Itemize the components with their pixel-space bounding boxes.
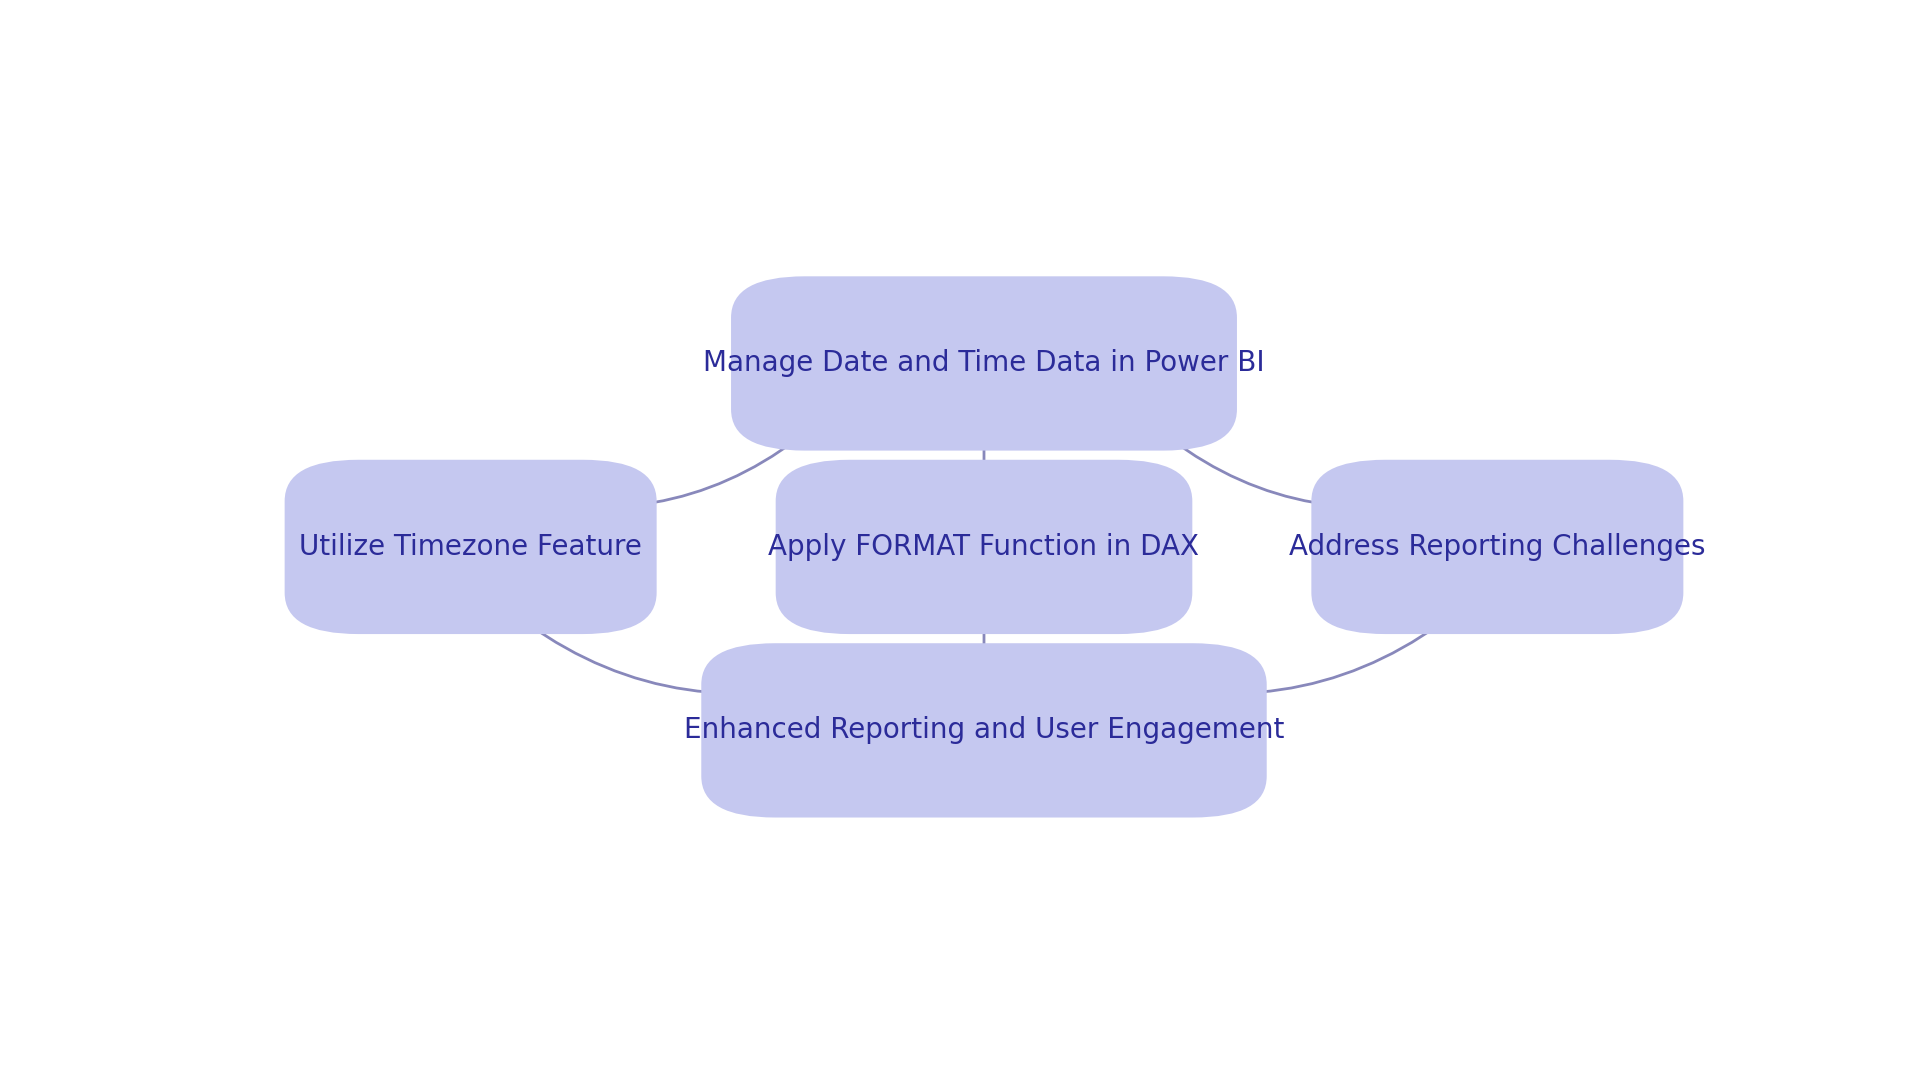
FancyBboxPatch shape — [284, 460, 657, 634]
FancyBboxPatch shape — [701, 643, 1267, 818]
FancyBboxPatch shape — [776, 460, 1192, 634]
Text: Utilize Timezone Feature: Utilize Timezone Feature — [300, 533, 641, 561]
Text: Enhanced Reporting and User Engagement: Enhanced Reporting and User Engagement — [684, 716, 1284, 744]
Text: Address Reporting Challenges: Address Reporting Challenges — [1288, 533, 1705, 561]
Text: Apply FORMAT Function in DAX: Apply FORMAT Function in DAX — [768, 533, 1200, 561]
FancyBboxPatch shape — [732, 276, 1236, 451]
FancyBboxPatch shape — [1311, 460, 1684, 634]
Text: Manage Date and Time Data in Power BI: Manage Date and Time Data in Power BI — [703, 350, 1265, 378]
